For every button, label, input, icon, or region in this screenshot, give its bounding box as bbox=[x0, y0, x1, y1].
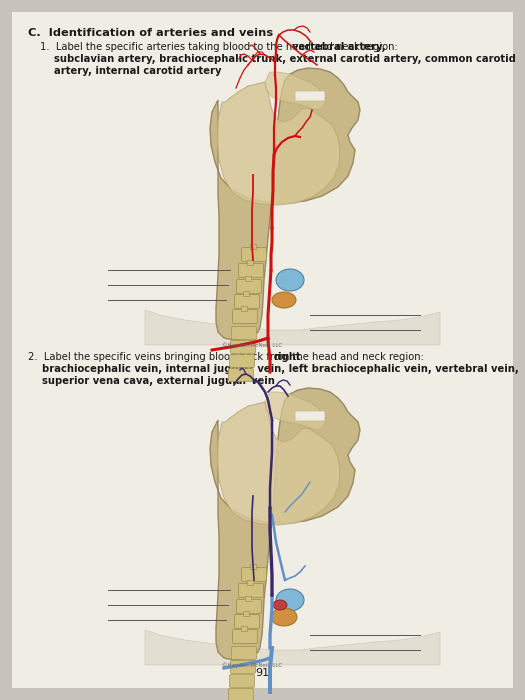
FancyBboxPatch shape bbox=[229, 675, 255, 687]
Text: artery, internal carotid artery: artery, internal carotid artery bbox=[40, 66, 222, 76]
Polygon shape bbox=[265, 392, 326, 430]
FancyBboxPatch shape bbox=[238, 263, 264, 277]
FancyBboxPatch shape bbox=[242, 568, 267, 582]
FancyBboxPatch shape bbox=[236, 279, 261, 293]
FancyBboxPatch shape bbox=[228, 368, 254, 382]
Polygon shape bbox=[265, 72, 326, 110]
FancyBboxPatch shape bbox=[230, 340, 256, 354]
Text: subclavian artery, brachiocephalic trunk, external carotid artery, common caroti: subclavian artery, brachiocephalic trunk… bbox=[40, 54, 516, 64]
FancyBboxPatch shape bbox=[295, 411, 325, 421]
Polygon shape bbox=[217, 82, 340, 205]
FancyBboxPatch shape bbox=[233, 629, 257, 643]
FancyBboxPatch shape bbox=[242, 248, 267, 262]
Polygon shape bbox=[210, 388, 360, 660]
Polygon shape bbox=[210, 68, 360, 340]
FancyBboxPatch shape bbox=[12, 12, 513, 688]
FancyBboxPatch shape bbox=[233, 309, 257, 323]
FancyBboxPatch shape bbox=[295, 91, 325, 101]
FancyBboxPatch shape bbox=[235, 295, 259, 309]
Text: superior vena cava, external jugular vein: superior vena cava, external jugular vei… bbox=[28, 376, 275, 386]
FancyBboxPatch shape bbox=[238, 584, 264, 598]
Polygon shape bbox=[247, 260, 253, 265]
Text: 1.  Label the specific arteries taking blood to the head and neck region:: 1. Label the specific arteries taking bl… bbox=[40, 42, 401, 52]
Text: brachiocephalic vein, internal jugular vein, left brachiocephalic vein, vertebra: brachiocephalic vein, internal jugular v… bbox=[28, 364, 519, 374]
Polygon shape bbox=[217, 402, 340, 525]
Text: ©Hayden-McNeil, LLC: ©Hayden-McNeil, LLC bbox=[222, 342, 282, 348]
Polygon shape bbox=[145, 630, 440, 665]
FancyBboxPatch shape bbox=[236, 599, 261, 613]
Ellipse shape bbox=[272, 292, 296, 308]
Polygon shape bbox=[245, 596, 251, 601]
FancyBboxPatch shape bbox=[229, 354, 255, 368]
Polygon shape bbox=[250, 244, 256, 249]
Text: right: right bbox=[273, 352, 301, 362]
FancyBboxPatch shape bbox=[232, 326, 257, 340]
FancyBboxPatch shape bbox=[228, 689, 254, 700]
Polygon shape bbox=[250, 564, 256, 569]
FancyBboxPatch shape bbox=[232, 647, 257, 659]
Polygon shape bbox=[247, 580, 253, 585]
Ellipse shape bbox=[276, 269, 304, 291]
Polygon shape bbox=[243, 611, 249, 616]
FancyBboxPatch shape bbox=[230, 661, 256, 673]
Polygon shape bbox=[145, 310, 440, 345]
Polygon shape bbox=[241, 306, 247, 311]
Polygon shape bbox=[243, 291, 249, 296]
Text: vertebral artery,: vertebral artery, bbox=[292, 42, 386, 52]
Text: ©Hayden-McNeil, LLC: ©Hayden-McNeil, LLC bbox=[222, 662, 282, 668]
Text: 2.  Label the specific veins bringing blood back from the head and neck region:: 2. Label the specific veins bringing blo… bbox=[28, 352, 427, 362]
Ellipse shape bbox=[271, 608, 297, 626]
Polygon shape bbox=[245, 276, 251, 281]
Text: C.  Identification of arteries and veins: C. Identification of arteries and veins bbox=[28, 28, 273, 38]
Ellipse shape bbox=[276, 589, 304, 611]
Ellipse shape bbox=[273, 600, 287, 610]
Polygon shape bbox=[241, 626, 247, 631]
Text: 91: 91 bbox=[255, 668, 269, 678]
FancyBboxPatch shape bbox=[235, 615, 259, 629]
